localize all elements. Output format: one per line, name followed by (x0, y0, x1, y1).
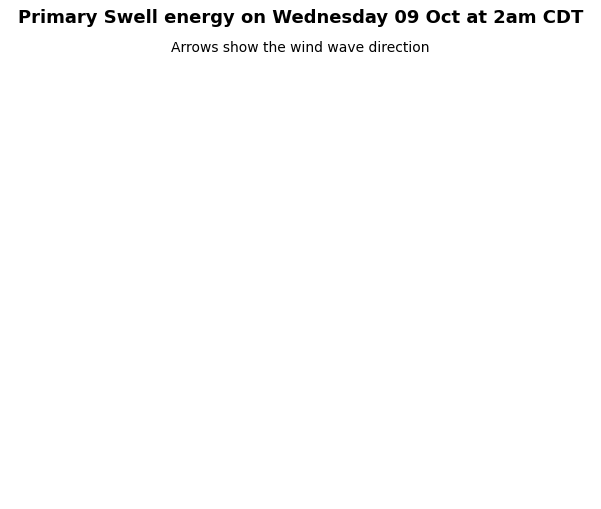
Text: Arrows show the wind wave direction: Arrows show the wind wave direction (171, 41, 430, 54)
Text: Map requires cartopy: Map requires cartopy (197, 275, 404, 295)
Text: Primary Swell energy on Wednesday 09 Oct at 2am CDT: Primary Swell energy on Wednesday 09 Oct… (18, 9, 583, 27)
